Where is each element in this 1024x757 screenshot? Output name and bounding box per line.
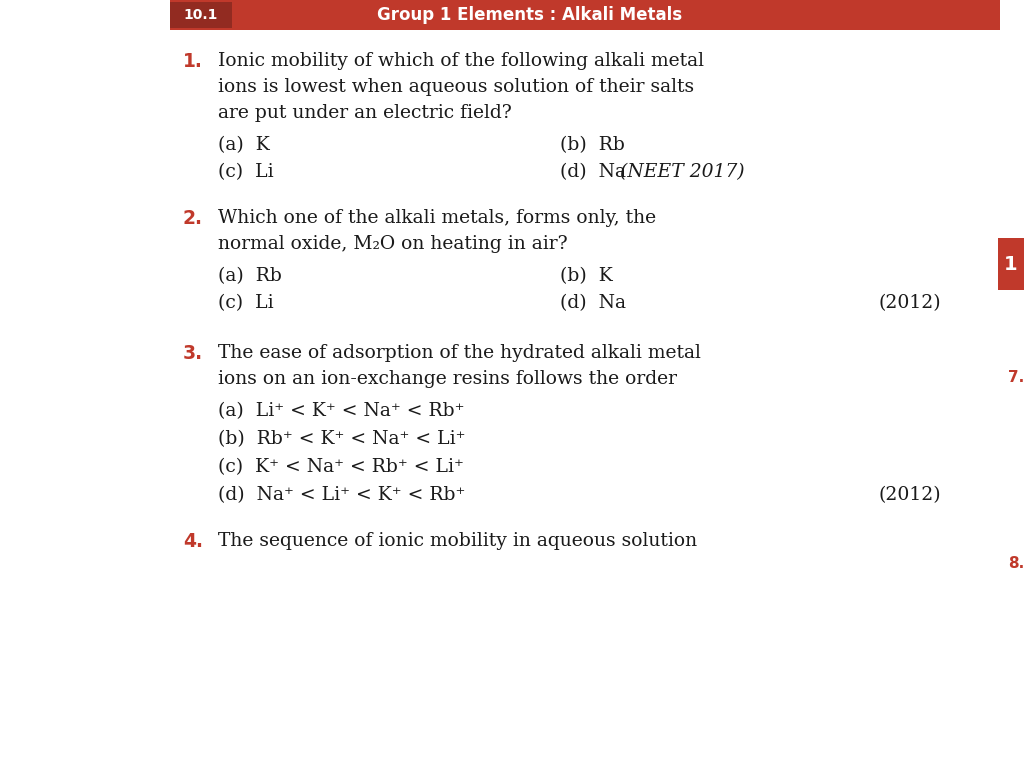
Text: 2.: 2. [183, 209, 203, 228]
Text: The sequence of ionic mobility in aqueous solution: The sequence of ionic mobility in aqueou… [218, 532, 697, 550]
Bar [998, 238, 1024, 290]
Text: 4.: 4. [183, 532, 203, 551]
Text: (b)  Rb⁺ < K⁺ < Na⁺ < Li⁺: (b) Rb⁺ < K⁺ < Na⁺ < Li⁺ [218, 430, 466, 448]
Text: (a)  Rb: (a) Rb [218, 267, 282, 285]
Text: (c)  K⁺ < Na⁺ < Rb⁺ < Li⁺: (c) K⁺ < Na⁺ < Rb⁺ < Li⁺ [218, 458, 464, 476]
Text: (b)  Rb: (b) Rb [560, 136, 625, 154]
Text: Group 1 Elements : Alkali Metals: Group 1 Elements : Alkali Metals [378, 6, 683, 24]
Text: 8.: 8. [1008, 556, 1024, 571]
Text: (a)  K: (a) K [218, 136, 269, 154]
Text: 1.: 1. [183, 52, 203, 71]
Text: (d)  Na: (d) Na [560, 163, 626, 181]
Text: normal oxide, M₂O on heating in air?: normal oxide, M₂O on heating in air? [218, 235, 567, 253]
Text: are put under an electric field?: are put under an electric field? [218, 104, 512, 122]
Text: (c)  Li: (c) Li [218, 294, 273, 312]
Text: (d)  Na: (d) Na [560, 294, 626, 312]
Text: (d)  Na⁺ < Li⁺ < K⁺ < Rb⁺: (d) Na⁺ < Li⁺ < K⁺ < Rb⁺ [218, 486, 465, 504]
Text: (b)  K: (b) K [560, 267, 612, 285]
Text: (a)  Li⁺ < K⁺ < Na⁺ < Rb⁺: (a) Li⁺ < K⁺ < Na⁺ < Rb⁺ [218, 402, 465, 420]
Text: 7.: 7. [1008, 370, 1024, 385]
Text: 10.1: 10.1 [184, 8, 218, 22]
Text: (NEET 2017): (NEET 2017) [620, 163, 744, 181]
Text: (c)  Li: (c) Li [218, 163, 273, 181]
Text: Ionic mobility of which of the following alkali metal: Ionic mobility of which of the following… [218, 52, 705, 70]
Text: (2012): (2012) [878, 486, 941, 504]
Text: The ease of adsorption of the hydrated alkali metal: The ease of adsorption of the hydrated a… [218, 344, 700, 362]
Text: 3.: 3. [183, 344, 203, 363]
Bar [170, 2, 232, 28]
Text: ions is lowest when aqueous solution of their salts: ions is lowest when aqueous solution of … [218, 78, 694, 96]
Text: 1: 1 [1005, 254, 1018, 273]
Text: Which one of the alkali metals, forms only, the: Which one of the alkali metals, forms on… [218, 209, 656, 227]
Text: (2012): (2012) [878, 294, 941, 312]
Bar [170, 0, 1000, 30]
Text: ions on an ion-exchange resins follows the order: ions on an ion-exchange resins follows t… [218, 370, 677, 388]
